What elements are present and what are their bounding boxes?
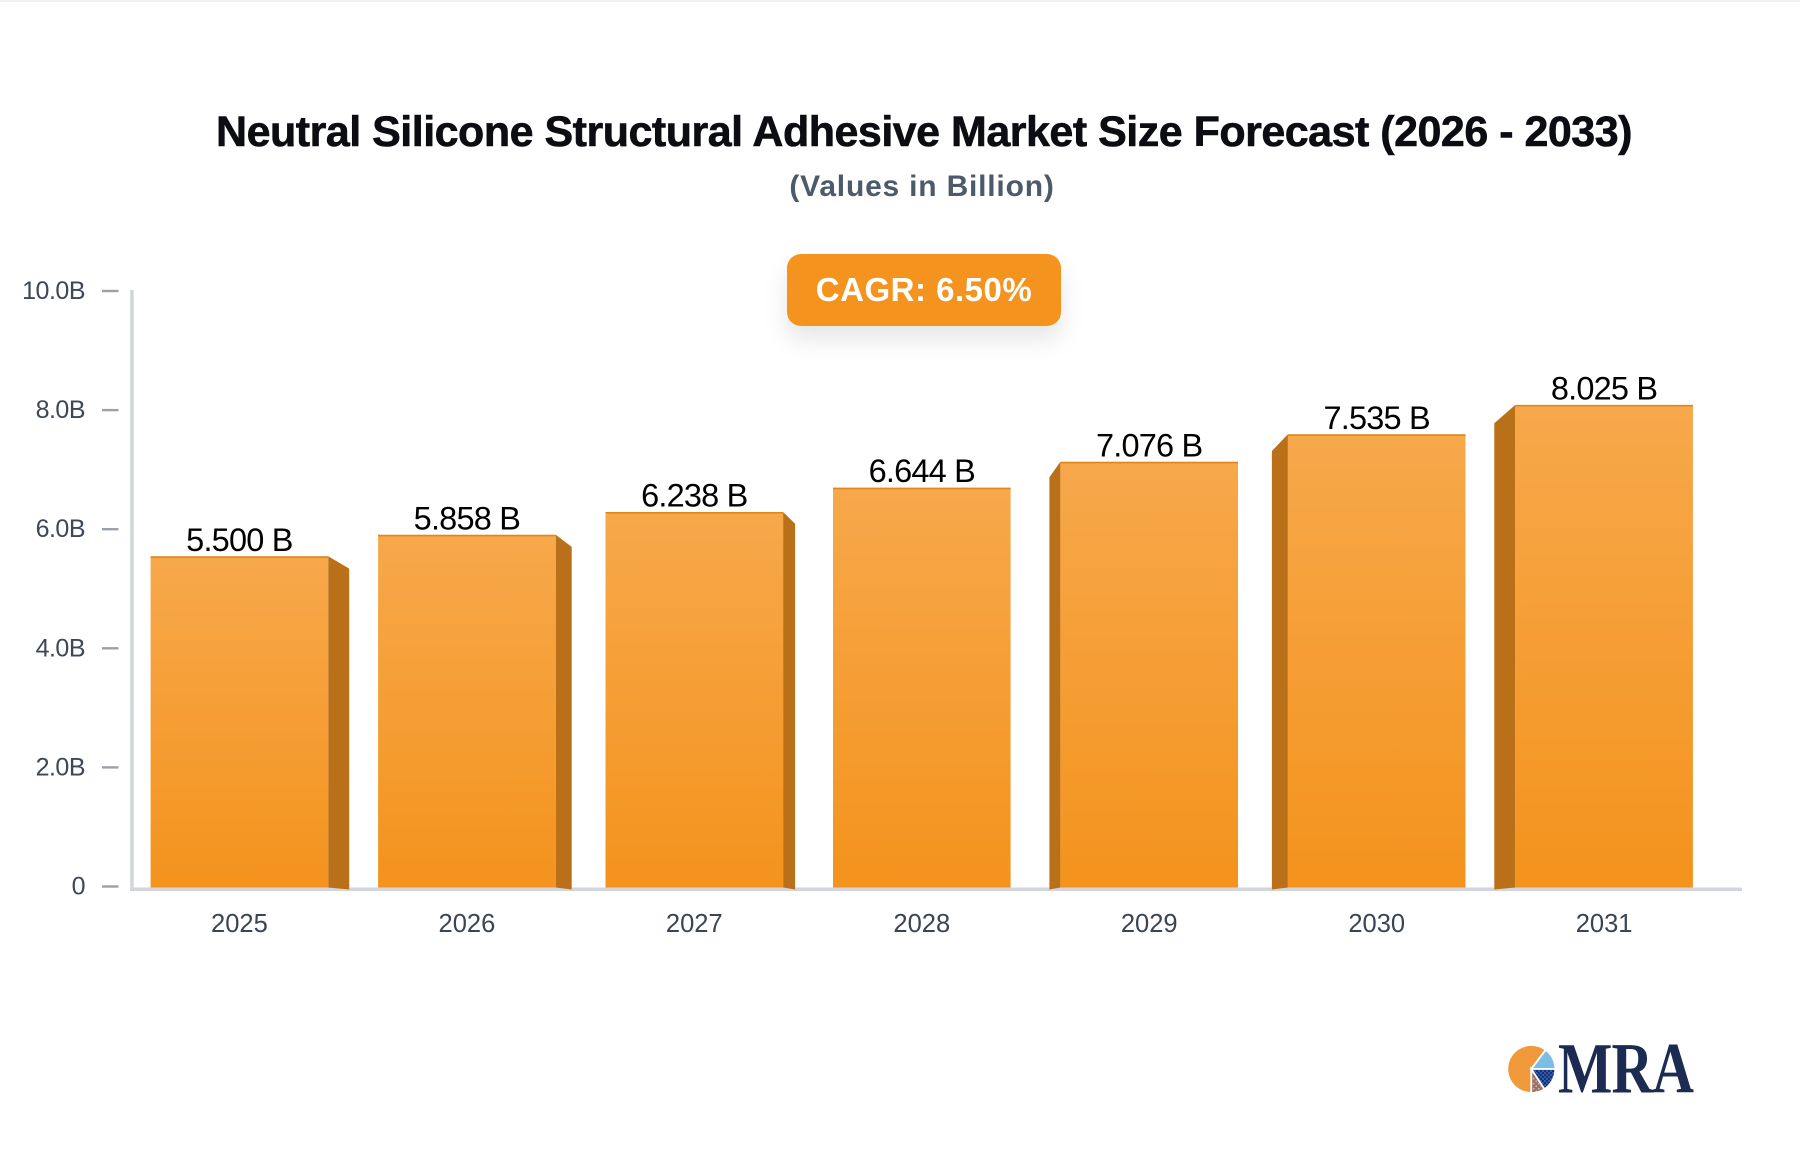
svg-text:2026: 2026 [439, 910, 496, 938]
svg-text:4.0B: 4.0B [36, 634, 85, 662]
svg-text:6.644 B: 6.644 B [869, 453, 975, 489]
svg-text:7.076 B: 7.076 B [1096, 427, 1202, 463]
svg-text:6.0B: 6.0B [36, 515, 85, 543]
svg-text:0: 0 [72, 873, 85, 901]
svg-text:2029: 2029 [1121, 910, 1178, 938]
svg-text:2028: 2028 [893, 910, 950, 938]
svg-text:7.535 B: 7.535 B [1323, 400, 1429, 436]
svg-text:10.0B: 10.0B [22, 277, 85, 305]
svg-text:5.858 B: 5.858 B [414, 500, 520, 536]
svg-text:MRA: MRA [1558, 1030, 1694, 1110]
svg-text:6.238 B: 6.238 B [641, 478, 747, 514]
svg-text:2.0B: 2.0B [36, 753, 85, 781]
svg-text:8.0B: 8.0B [36, 396, 85, 424]
svg-text:2031: 2031 [1576, 910, 1633, 938]
svg-text:2030: 2030 [1348, 910, 1405, 938]
svg-text:2027: 2027 [666, 910, 723, 938]
svg-text:2025: 2025 [211, 910, 268, 938]
svg-text:8.025 B: 8.025 B [1551, 370, 1657, 406]
svg-text:5.500 B: 5.500 B [186, 522, 292, 558]
